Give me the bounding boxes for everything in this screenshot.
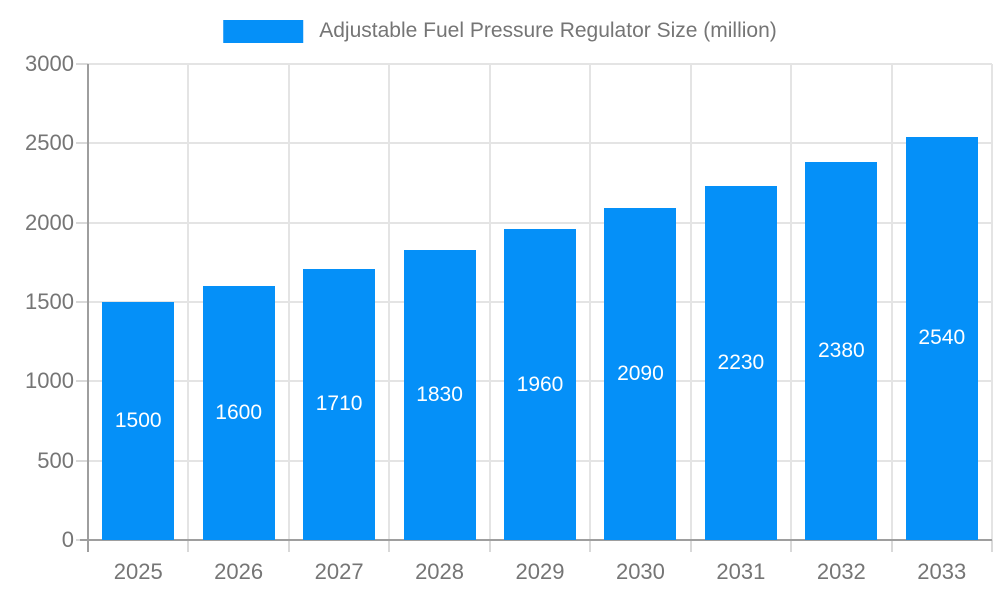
x-axis-tick-label: 2033 — [917, 559, 967, 584]
bar-value-label: 2380 — [817, 339, 865, 363]
gridline-horizontal — [88, 221, 992, 224]
x-axis-line — [80, 539, 992, 541]
gridline-vertical — [187, 64, 190, 540]
bar-value-label: 2090 — [617, 362, 664, 386]
x-axis-tick — [991, 540, 993, 552]
bar-value-label: 1500 — [114, 409, 162, 432]
bar — [504, 229, 576, 540]
legend-swatch-icon — [223, 19, 304, 43]
x-axis-tick-label: 2032 — [816, 559, 866, 584]
bar — [704, 186, 777, 540]
gridline-vertical — [790, 64, 793, 540]
y-axis-tick-label: 2000 — [25, 209, 74, 235]
gridline-vertical — [689, 64, 692, 540]
y-axis-tick — [76, 221, 88, 224]
x-axis-tick — [589, 540, 592, 552]
x-axis-tick — [890, 540, 893, 552]
x-axis-tick-label: 2025 — [113, 559, 163, 584]
y-axis-tick — [76, 63, 88, 65]
bar — [403, 249, 476, 540]
x-axis-tick-label: 2029 — [515, 559, 565, 584]
x-axis-tick-label: 2030 — [615, 559, 665, 584]
y-axis-tick-label: 1500 — [25, 289, 74, 314]
bar — [303, 268, 376, 540]
x-axis-tick — [87, 540, 89, 552]
x-axis-tick — [689, 540, 692, 552]
bar-value-label: 1960 — [516, 372, 564, 396]
bar — [202, 286, 275, 540]
bar-value-label: 2230 — [717, 351, 765, 375]
y-axis-tick-label: 2500 — [25, 130, 74, 156]
legend-item[interactable]: Adjustable Fuel Pressure Regulator Size … — [223, 18, 777, 44]
x-axis-tick-label: 2027 — [314, 559, 364, 584]
bar-value-label: 1830 — [416, 382, 463, 406]
gridline-vertical — [589, 64, 592, 540]
y-axis-tick — [76, 380, 88, 383]
x-axis-tick-label: 2028 — [415, 559, 465, 584]
y-axis-tick-label: 500 — [37, 447, 74, 473]
gridline-vertical — [488, 64, 491, 540]
gridline-vertical — [890, 64, 893, 540]
bar-value-label: 1710 — [315, 392, 363, 416]
bar — [905, 136, 978, 540]
gridline-vertical — [991, 64, 993, 540]
x-axis-tick-label: 2031 — [716, 559, 766, 584]
x-axis-tick — [790, 540, 793, 552]
x-axis-tick — [187, 540, 190, 552]
gridline-horizontal — [88, 63, 992, 65]
bar — [604, 208, 677, 540]
x-axis-tick — [388, 540, 391, 552]
gridline-horizontal — [88, 142, 992, 145]
y-axis-tick — [76, 142, 88, 145]
y-axis-tick-label: 1000 — [25, 368, 74, 394]
bar-value-label: 2540 — [918, 326, 966, 350]
x-axis-tick-label: 2026 — [214, 559, 264, 584]
y-axis-line — [87, 64, 89, 540]
legend-label: Adjustable Fuel Pressure Regulator Size … — [319, 19, 777, 42]
y-axis-tick — [76, 301, 88, 303]
bar — [102, 302, 175, 540]
x-axis-tick — [287, 540, 290, 552]
bar — [805, 162, 878, 540]
bar-value-label: 1600 — [215, 401, 263, 425]
gridline-vertical — [287, 64, 290, 540]
y-axis-tick — [76, 459, 88, 462]
y-axis-tick-label: 0 — [61, 527, 74, 552]
gridline-vertical — [388, 64, 391, 540]
x-axis-tick — [488, 540, 491, 552]
y-axis-tick-label: 3000 — [25, 51, 74, 76]
